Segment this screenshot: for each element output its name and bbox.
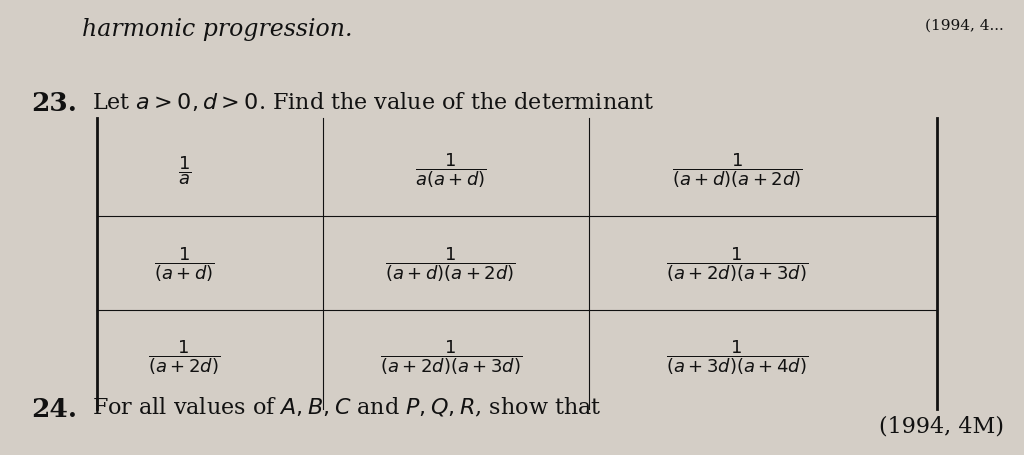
Text: 23.: 23. xyxy=(31,91,77,116)
Text: harmonic progression.: harmonic progression. xyxy=(82,18,352,41)
Text: (1994, 4M): (1994, 4M) xyxy=(879,415,1004,437)
Text: $\dfrac{1}{a}$: $\dfrac{1}{a}$ xyxy=(177,154,191,187)
Text: $\dfrac{1}{a(a+d)}$: $\dfrac{1}{a(a+d)}$ xyxy=(415,152,486,190)
Text: $\dfrac{1}{(a+2d)(a+3d)}$: $\dfrac{1}{(a+2d)(a+3d)}$ xyxy=(667,245,808,283)
Text: $\dfrac{1}{(a+2d)(a+3d)}$: $\dfrac{1}{(a+2d)(a+3d)}$ xyxy=(380,338,521,376)
Text: $\dfrac{1}{(a+d)(a+2d)}$: $\dfrac{1}{(a+d)(a+2d)}$ xyxy=(672,152,803,190)
Text: $\dfrac{1}{(a+d)}$: $\dfrac{1}{(a+d)}$ xyxy=(154,245,215,283)
Text: $\dfrac{1}{(a+d)(a+2d)}$: $\dfrac{1}{(a+d)(a+2d)}$ xyxy=(385,245,516,283)
Text: 24.: 24. xyxy=(31,396,77,421)
Text: $\dfrac{1}{(a+2d)}$: $\dfrac{1}{(a+2d)}$ xyxy=(148,338,220,376)
Text: (1994, 4...: (1994, 4... xyxy=(925,18,1004,32)
Text: $\dfrac{1}{(a+3d)(a+4d)}$: $\dfrac{1}{(a+3d)(a+4d)}$ xyxy=(667,338,808,376)
Text: For all values of $A, B, C$ and $P, Q, R$, show that: For all values of $A, B, C$ and $P, Q, R… xyxy=(92,396,602,419)
Text: Let $a>0, d>0$. Find the value of the determinant: Let $a>0, d>0$. Find the value of the de… xyxy=(92,91,655,114)
